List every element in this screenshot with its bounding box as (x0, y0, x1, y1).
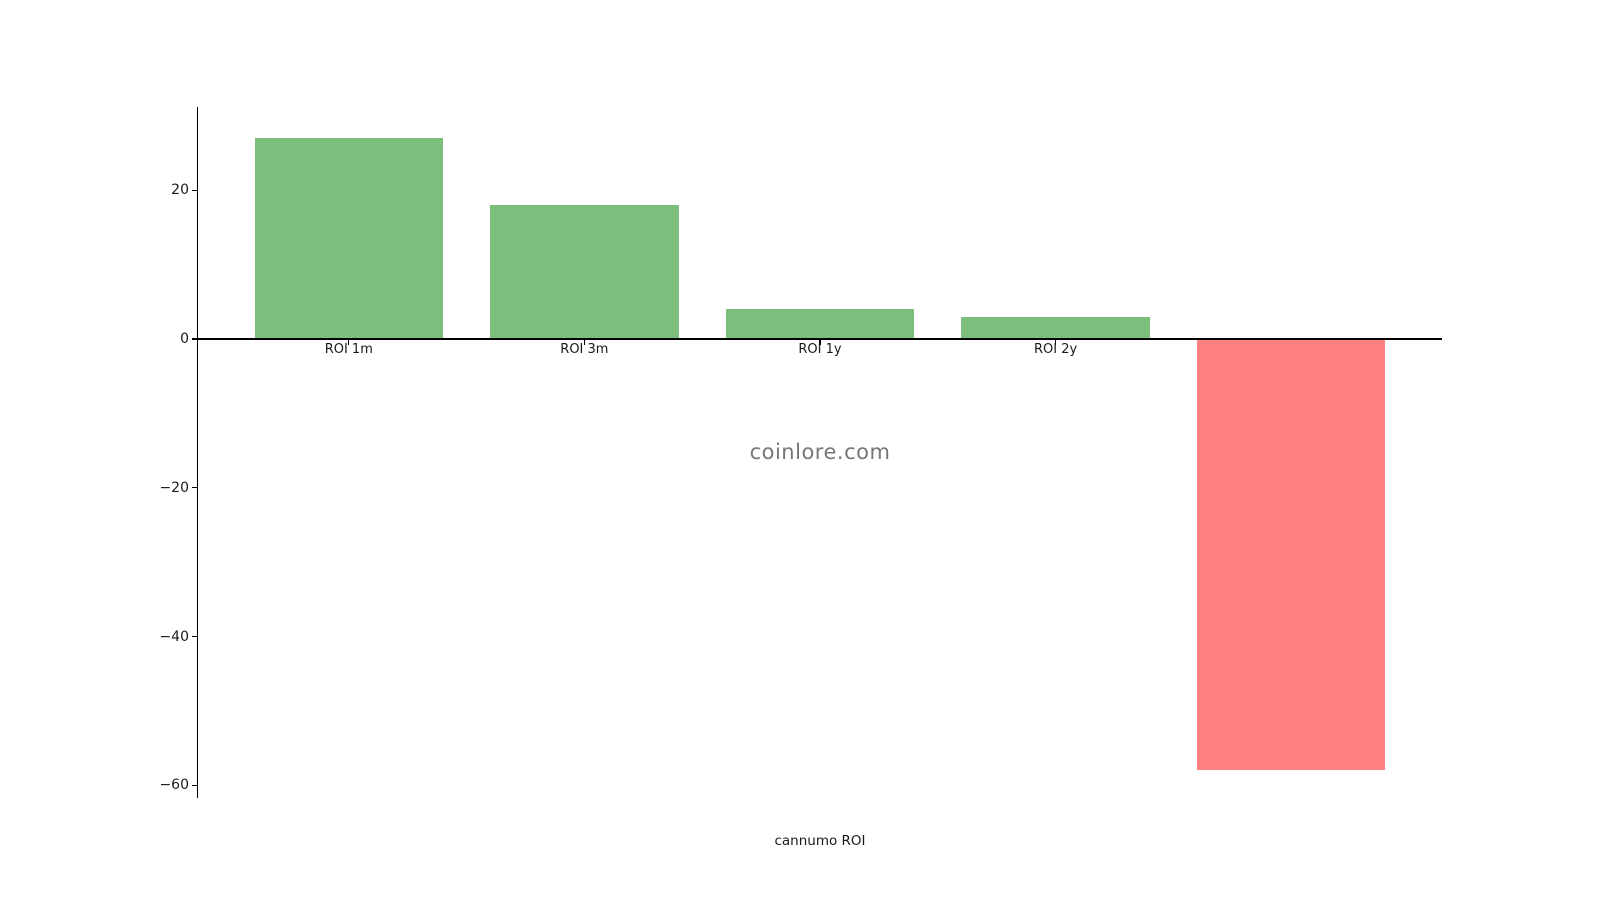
y-axis-tick (192, 189, 198, 191)
x-axis-tick-label: ROI 1y (798, 342, 842, 358)
x-axis-tick-label: ROI 3m (560, 342, 609, 358)
x-axis-title: cannumo ROI (774, 833, 866, 849)
y-axis-tick (192, 338, 198, 340)
x-axis-zero-line (198, 338, 1442, 340)
x-axis-tick (819, 339, 821, 346)
y-axis-tick-label: 0 (180, 331, 189, 348)
x-axis-tick (1054, 339, 1057, 346)
bar-roi-1y (725, 309, 915, 340)
x-axis-tick (348, 339, 350, 346)
y-axis-line (196, 107, 198, 798)
y-axis-tick (192, 784, 198, 786)
y-axis-tick (192, 487, 198, 489)
bar-roi-1m (254, 138, 444, 340)
bar-roi-2y (961, 316, 1150, 340)
x-axis-tick-label: ROI 2y (1033, 342, 1078, 358)
y-axis-tick-label: −20 (159, 479, 189, 496)
bar-roi-3m (490, 205, 679, 340)
x-axis-tick-label: ROI 1m (324, 342, 373, 358)
y-axis-tick-label: −40 (159, 628, 189, 645)
y-axis-tick (192, 635, 198, 638)
x-axis-tick (583, 339, 586, 346)
y-axis-tick-label: −60 (159, 777, 189, 794)
bar-bar-4 (1196, 339, 1386, 771)
y-axis-tick-label: 20 (171, 182, 189, 199)
coinlore-watermark: coinlore.com (749, 440, 891, 464)
